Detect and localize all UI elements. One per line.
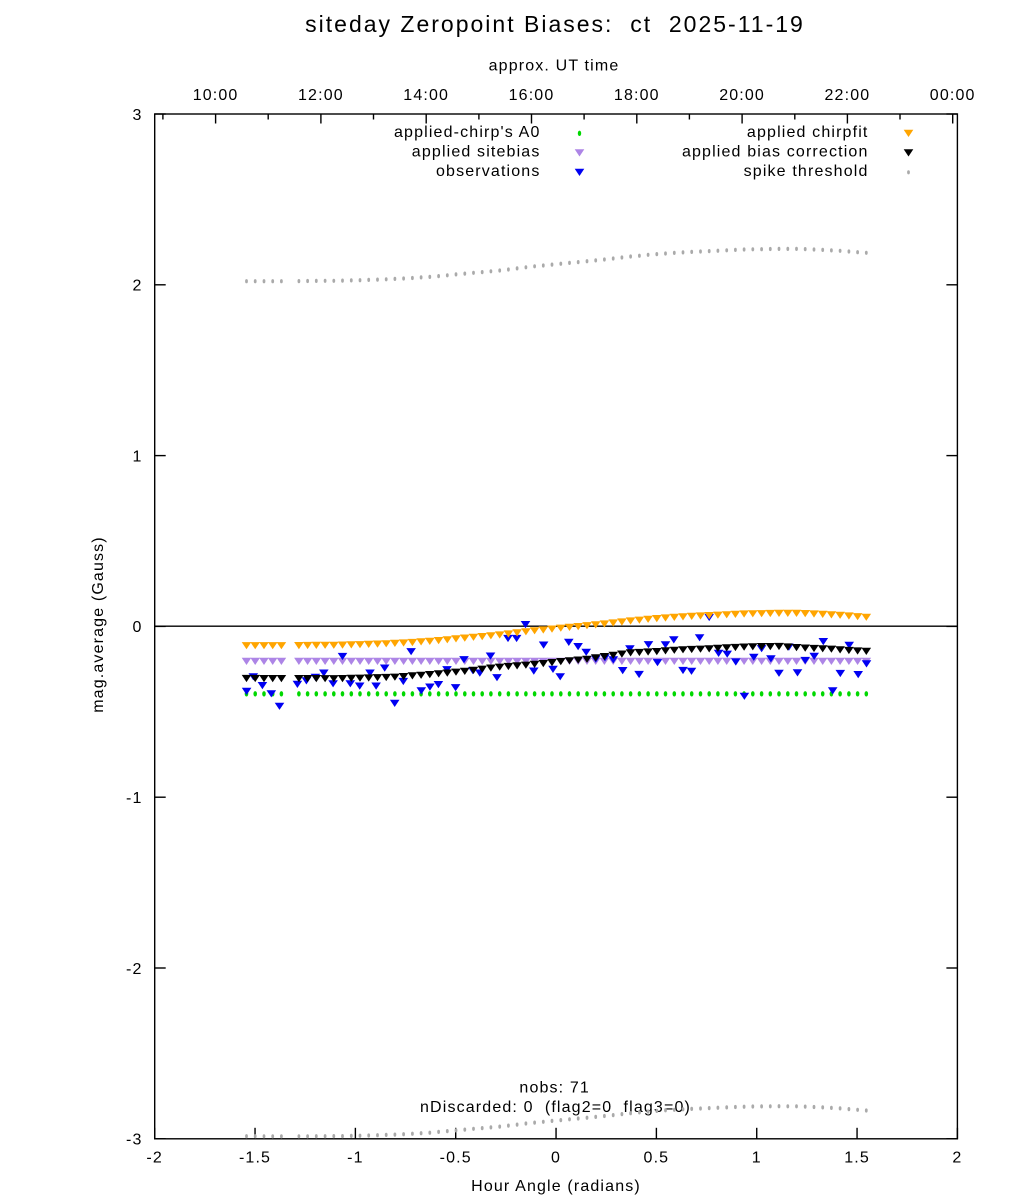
svg-text:18:00: 18:00 [614,87,660,104]
svg-text:applied chirpfit: applied chirpfit [747,124,869,141]
svg-text:0: 0 [132,619,142,636]
svg-text:14:00: 14:00 [403,87,449,104]
svg-text:-1: -1 [126,790,143,807]
svg-text:00:00: 00:00 [930,87,976,104]
svg-text:siteday Zeropoint Biases: ct: siteday Zeropoint Biases: ct 2025-11-19 [305,11,805,37]
svg-text:12:00: 12:00 [298,87,344,104]
svg-text:16:00: 16:00 [509,87,555,104]
svg-text:10:00: 10:00 [193,87,239,104]
svg-text:-0.5: -0.5 [440,1150,472,1167]
svg-text:applied sitebias: applied sitebias [412,143,541,160]
svg-text:1: 1 [752,1150,762,1167]
svg-text:0.5: 0.5 [644,1150,670,1167]
svg-text:2: 2 [952,1150,962,1167]
svg-text:applied-chirp's A0: applied-chirp's A0 [394,124,541,141]
svg-text:-2: -2 [126,961,143,978]
svg-text:1: 1 [132,448,142,465]
svg-text:-2: -2 [146,1150,163,1167]
svg-text:2: 2 [132,278,142,295]
svg-text:approx. UT time: approx. UT time [489,58,620,75]
svg-text:-1.5: -1.5 [239,1150,271,1167]
svg-text:22:00: 22:00 [825,87,871,104]
svg-text:nobs: 71: nobs: 71 [519,1080,590,1097]
svg-text:-3: -3 [126,1132,143,1149]
svg-text:0: 0 [551,1150,561,1167]
svg-text:Hour Angle (radians): Hour Angle (radians) [471,1178,641,1195]
svg-text:-1: -1 [347,1150,364,1167]
svg-text:1.5: 1.5 [844,1150,870,1167]
svg-text:spike threshold: spike threshold [744,163,869,180]
svg-text:mag.average (Gauss): mag.average (Gauss) [90,536,107,713]
svg-text:20:00: 20:00 [719,87,765,104]
svg-text:observations: observations [436,163,541,180]
svg-text:nDiscarded: 0 (flag2=0 flag3: nDiscarded: 0 (flag2=0 flag3=0) [420,1099,691,1116]
svg-text:3: 3 [132,107,142,124]
svg-text:applied bias correction: applied bias correction [682,143,869,160]
